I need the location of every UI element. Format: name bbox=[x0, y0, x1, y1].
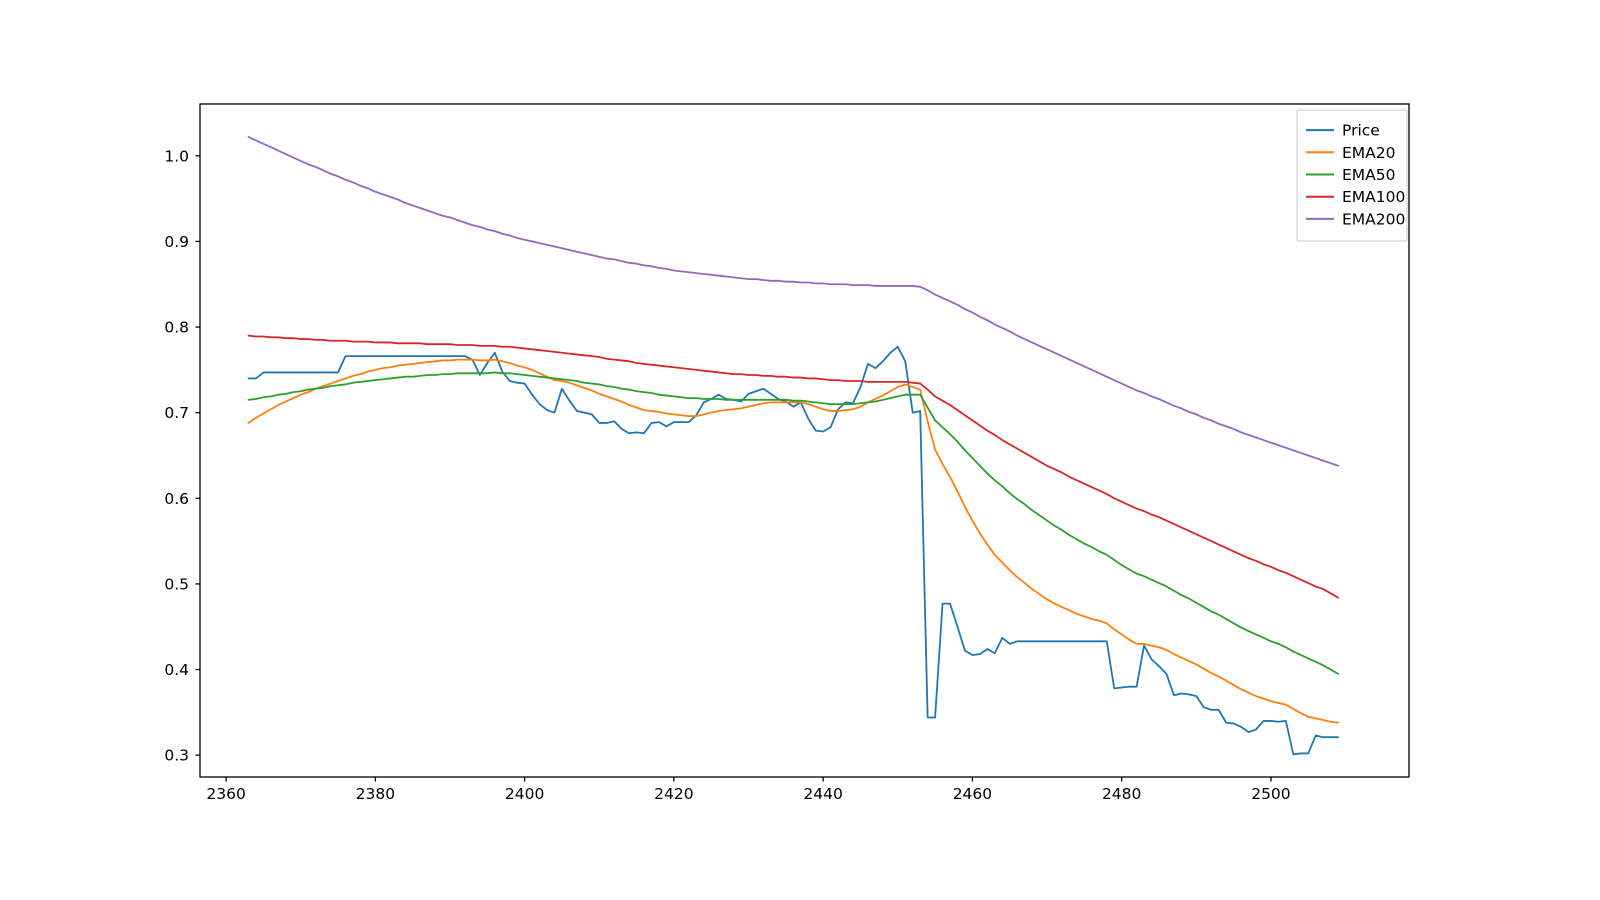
series-line-ema200 bbox=[247, 136, 1339, 467]
legend-label-ema100[interactable]: EMA100 bbox=[1342, 188, 1405, 206]
data-series-group bbox=[247, 136, 1339, 756]
series-line-price bbox=[247, 345, 1339, 756]
x-tick-label: 2440 bbox=[803, 785, 842, 803]
y-tick-label: 0.3 bbox=[164, 747, 189, 765]
x-tick-label: 2360 bbox=[206, 785, 245, 803]
x-tick-label: 2400 bbox=[505, 785, 544, 803]
axes-frame bbox=[199, 103, 1410, 778]
legend-label-ema200[interactable]: EMA200 bbox=[1342, 210, 1405, 228]
y-axis-ticks: 0.3 0.4 0.5 0.6 0.7 0.8 0.9 1.0 bbox=[164, 147, 200, 765]
y-tick-label: 0.7 bbox=[164, 404, 189, 422]
legend-label-ema20[interactable]: EMA20 bbox=[1342, 144, 1396, 162]
series-line-ema20 bbox=[247, 358, 1339, 724]
y-tick-label: 0.9 bbox=[164, 233, 189, 251]
x-tick-label: 2480 bbox=[1102, 785, 1141, 803]
x-tick-label: 2420 bbox=[654, 785, 693, 803]
x-axis-ticks: 2360 2380 2400 2420 2440 2460 2480 2500 bbox=[206, 777, 1291, 803]
x-tick-label: 2500 bbox=[1251, 785, 1290, 803]
y-tick-label: 0.6 bbox=[164, 490, 189, 508]
series-line-ema100 bbox=[247, 334, 1339, 599]
x-tick-label: 2380 bbox=[356, 785, 395, 803]
x-tick-label: 2460 bbox=[953, 785, 992, 803]
legend-label-ema50[interactable]: EMA50 bbox=[1342, 166, 1396, 184]
series-line-ema50 bbox=[247, 371, 1339, 675]
chart-legend[interactable]: Price EMA20 EMA50 EMA100 EMA200 bbox=[1296, 109, 1408, 242]
y-tick-label: 0.5 bbox=[164, 575, 189, 593]
y-tick-label: 0.8 bbox=[164, 319, 189, 337]
y-tick-label: 0.4 bbox=[164, 661, 189, 679]
legend-box bbox=[1296, 109, 1408, 242]
legend-label-price[interactable]: Price bbox=[1342, 122, 1380, 140]
plot-border bbox=[199, 103, 1410, 778]
y-tick-label: 1.0 bbox=[164, 147, 189, 165]
